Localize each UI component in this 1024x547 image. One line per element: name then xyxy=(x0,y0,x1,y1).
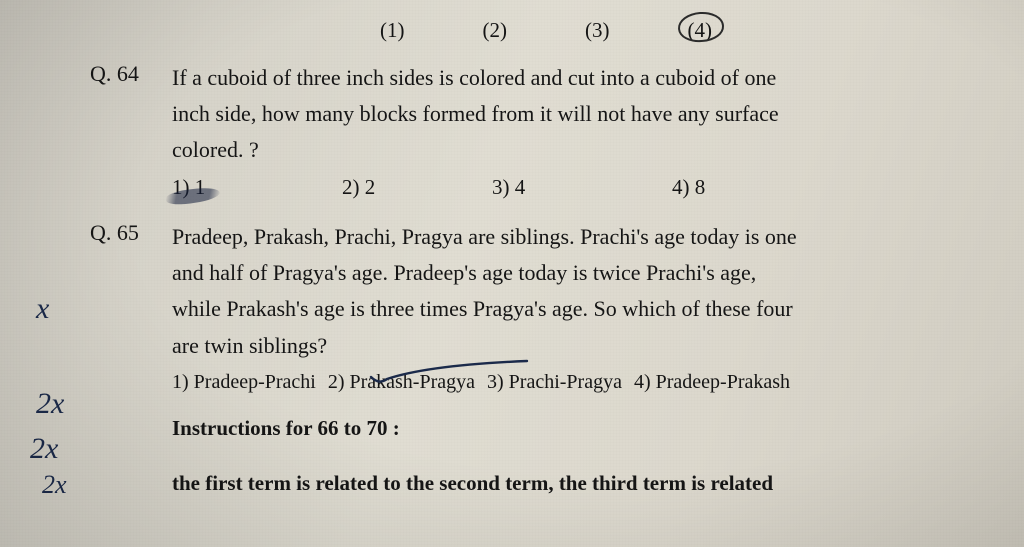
q64-number: Q. 64 xyxy=(90,61,172,169)
q64-line-3: colored. ? xyxy=(172,133,964,167)
margin-annotation-2x-2: 2x xyxy=(30,432,58,466)
q65-body: Pradeep, Prakash, Prachi, Pragya are sib… xyxy=(172,220,964,364)
q65-line-1: Pradeep, Prakash, Prachi, Pragya are sib… xyxy=(172,220,964,254)
margin-annotation-2x-3: 2x xyxy=(42,470,67,500)
q64-options: 1) 1 2) 2 3) 4 4) 8 xyxy=(172,175,964,200)
q64-opt-4: 4) 8 xyxy=(672,175,792,200)
prev-opt-3: (3) xyxy=(585,18,610,43)
q65: Q. 65 Pradeep, Prakash, Prachi, Pragya a… xyxy=(90,220,964,364)
q65-number: Q. 65 xyxy=(90,220,172,364)
q65-opt-4: 4) Pradeep-Prakash xyxy=(634,371,790,394)
q64: Q. 64 If a cuboid of three inch sides is… xyxy=(90,61,964,169)
prev-question-options: (1) (2) (3) (4) xyxy=(380,18,964,43)
instructions-heading: Instructions for 66 to 70 : xyxy=(172,416,964,441)
prev-opt-4-label: (4) xyxy=(688,18,713,42)
prev-opt-2: (2) xyxy=(483,18,508,43)
margin-annotation-2x-1: 2x xyxy=(36,387,64,421)
q64-opt-2: 2) 2 xyxy=(342,175,492,200)
q64-opt-3: 3) 4 xyxy=(492,175,672,200)
q65-opt-1: 1) Pradeep-Prachi xyxy=(172,371,316,394)
q65-opt-2: 2) Prakash-Pragya xyxy=(328,371,475,394)
q65-line-2: and half of Pragya's age. Pradeep's age … xyxy=(172,256,964,290)
q64-line-2: inch side, how many blocks formed from i… xyxy=(172,97,964,131)
prev-opt-4: (4) xyxy=(688,18,713,43)
q64-line-1: If a cuboid of three inch sides is color… xyxy=(172,61,964,95)
prev-opt-1: (1) xyxy=(380,18,405,43)
instructions-footer: the first term is related to the second … xyxy=(172,471,964,496)
q65-line-3: while Prakash's age is three times Pragy… xyxy=(172,292,964,326)
q65-opt-3: 3) Prachi-Pragya xyxy=(487,371,622,394)
q65-options: 1) Pradeep-Prachi 2) Prakash-Pragya 3) P… xyxy=(172,371,964,394)
q64-body: If a cuboid of three inch sides is color… xyxy=(172,61,964,169)
q64-opt-1-label: 1) 1 xyxy=(172,175,205,199)
margin-annotation-x: x xyxy=(36,292,49,326)
q65-line-4: are twin siblings? xyxy=(172,329,964,363)
q64-opt-1: 1) 1 xyxy=(172,175,342,200)
exam-page: (1) (2) (3) (4) Q. 64 If a cuboid of thr… xyxy=(0,0,1024,547)
q65-opt-3-label: 3) Prachi-Pragya xyxy=(487,371,622,393)
